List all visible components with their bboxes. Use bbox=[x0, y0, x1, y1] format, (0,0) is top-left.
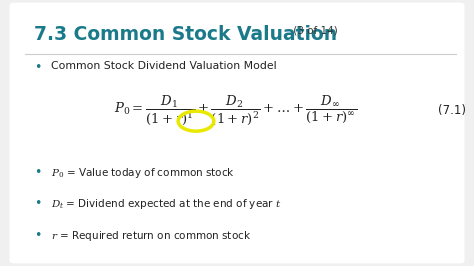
Text: $r$ = Required return on common stock: $r$ = Required return on common stock bbox=[51, 229, 251, 243]
Text: •: • bbox=[34, 166, 42, 179]
Text: $P_0$ = Value today of common stock: $P_0$ = Value today of common stock bbox=[51, 166, 235, 180]
Text: Common Stock Dividend Valuation Model: Common Stock Dividend Valuation Model bbox=[51, 61, 276, 70]
Text: $P_0 = \dfrac{D_1}{(1+r)^1} + \dfrac{D_2}{(1+r)^2} + \ldots + \dfrac{D_{\infty}}: $P_0 = \dfrac{D_1}{(1+r)^1} + \dfrac{D_2… bbox=[114, 94, 357, 127]
Text: •: • bbox=[34, 229, 42, 242]
Text: •: • bbox=[34, 197, 42, 210]
Text: (7.1): (7.1) bbox=[438, 104, 465, 117]
Text: $D_t$ = Dividend expected at the end of year $t$: $D_t$ = Dividend expected at the end of … bbox=[51, 197, 281, 211]
Text: (3 of 14): (3 of 14) bbox=[290, 25, 337, 35]
Text: 7.3 Common Stock Valuation: 7.3 Common Stock Valuation bbox=[34, 25, 337, 44]
Text: •: • bbox=[34, 61, 42, 74]
